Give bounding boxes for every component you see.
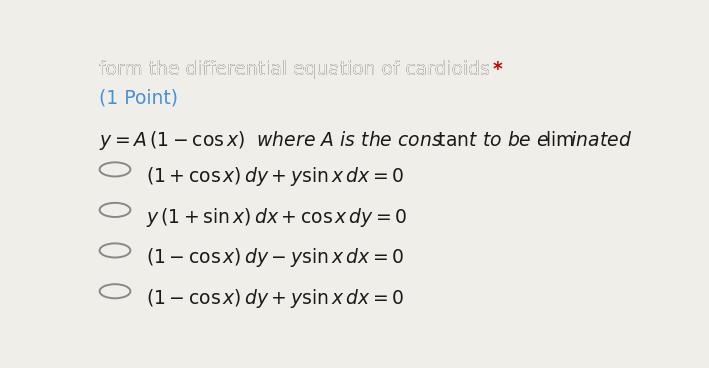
Text: $y\,(1 + \sin x)\,\mathit{dx} + \cos x\,\mathit{dy} = 0$: $y\,(1 + \sin x)\,\mathit{dx} + \cos x\,… <box>146 206 408 229</box>
Text: $(1 + \cos x)\,\mathit{dy} + y\sin x\,\mathit{dx} = 0$: $(1 + \cos x)\,\mathit{dy} + y\sin x\,\m… <box>146 165 404 188</box>
Text: (1 Point): (1 Point) <box>99 88 177 107</box>
Text: $y = A\,(1 - \cos x)$  $\mathit{where\ A\ is\ the\ cons\!\tan\!t\ to\ be\ e\!\li: $y = A\,(1 - \cos x)$ $\mathit{where\ A\… <box>99 129 632 152</box>
Text: form the differential equation of cardioids: form the differential equation of cardio… <box>99 60 489 79</box>
Text: *: * <box>492 60 502 79</box>
Text: $(1 - \cos x)\,\mathit{dy} + y\sin x\,\mathit{dx} = 0$: $(1 - \cos x)\,\mathit{dy} + y\sin x\,\m… <box>146 287 404 310</box>
Text: form the differential equation of cardioids  *: form the differential equation of cardio… <box>99 60 510 79</box>
Text: $(1 - \cos x)\,\mathit{dy} - y\sin x\,\mathit{dx} = 0$: $(1 - \cos x)\,\mathit{dy} - y\sin x\,\m… <box>146 246 404 269</box>
